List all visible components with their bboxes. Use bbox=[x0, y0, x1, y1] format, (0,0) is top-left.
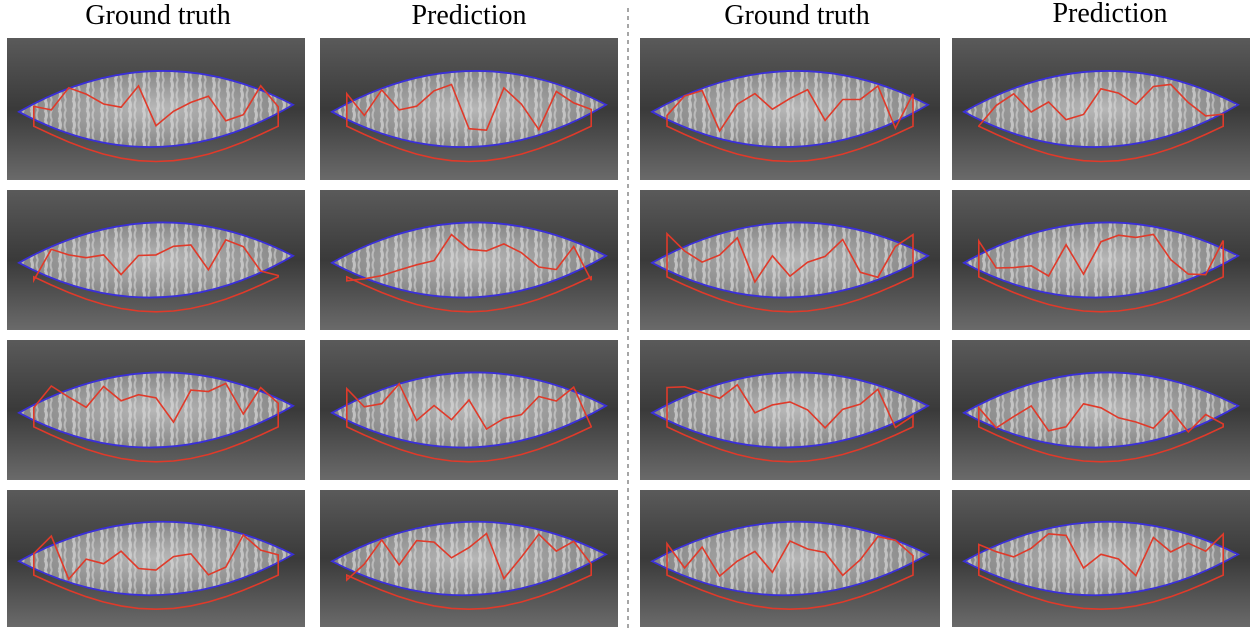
eye-image bbox=[640, 38, 940, 180]
column-header: Ground truth bbox=[85, 0, 230, 31]
eye-image bbox=[7, 38, 305, 180]
eye-image bbox=[640, 490, 940, 627]
eye-image bbox=[952, 490, 1250, 627]
column-header: Prediction bbox=[1052, 0, 1167, 29]
eye-image bbox=[7, 190, 305, 330]
column-header: Prediction bbox=[411, 0, 526, 31]
column-header: Ground truth bbox=[724, 0, 869, 31]
eye-image bbox=[640, 340, 940, 480]
eye-image bbox=[640, 190, 940, 330]
eye-image bbox=[952, 38, 1250, 180]
eye-image bbox=[320, 490, 618, 627]
eye-image bbox=[7, 490, 305, 627]
eye-image bbox=[320, 190, 618, 330]
eye-image bbox=[320, 340, 618, 480]
eye-image bbox=[952, 190, 1250, 330]
figure: Ground truth Prediction Ground truth Pre… bbox=[0, 0, 1252, 629]
eye-image bbox=[320, 38, 618, 180]
eye-image bbox=[7, 340, 305, 480]
eye-image bbox=[952, 340, 1250, 480]
